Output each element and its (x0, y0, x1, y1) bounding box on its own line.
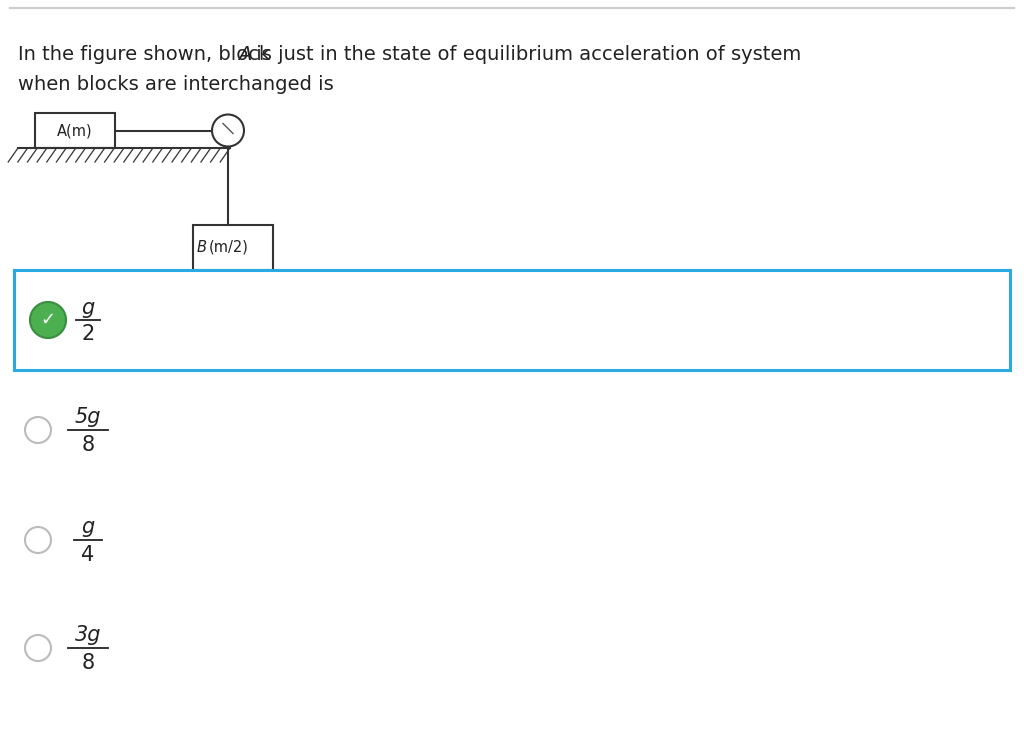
Text: 2: 2 (81, 324, 94, 344)
Circle shape (25, 635, 51, 661)
Text: A(m): A(m) (57, 123, 93, 138)
Text: 8: 8 (82, 435, 94, 455)
Text: (m/2): (m/2) (209, 240, 249, 255)
Text: 5g: 5g (75, 407, 101, 427)
Text: 8: 8 (82, 653, 94, 673)
Circle shape (30, 302, 66, 338)
Bar (14, 270, 1010, 370)
Circle shape (212, 114, 244, 146)
Circle shape (25, 417, 51, 443)
Text: 4: 4 (81, 545, 94, 565)
Bar (35, 113, 115, 148)
Text: A: A (238, 45, 251, 65)
Text: when blocks are interchanged is: when blocks are interchanged is (18, 76, 334, 94)
Bar (193, 225, 273, 270)
Text: ✓: ✓ (40, 311, 55, 329)
Text: B: B (197, 240, 207, 255)
Text: g: g (81, 517, 94, 537)
Text: is just in the state of equilibrium acceleration of system: is just in the state of equilibrium acce… (250, 45, 801, 65)
Text: 3g: 3g (75, 625, 101, 645)
Text: g: g (81, 298, 94, 318)
Circle shape (25, 527, 51, 553)
Text: In the figure shown, block: In the figure shown, block (18, 45, 276, 65)
